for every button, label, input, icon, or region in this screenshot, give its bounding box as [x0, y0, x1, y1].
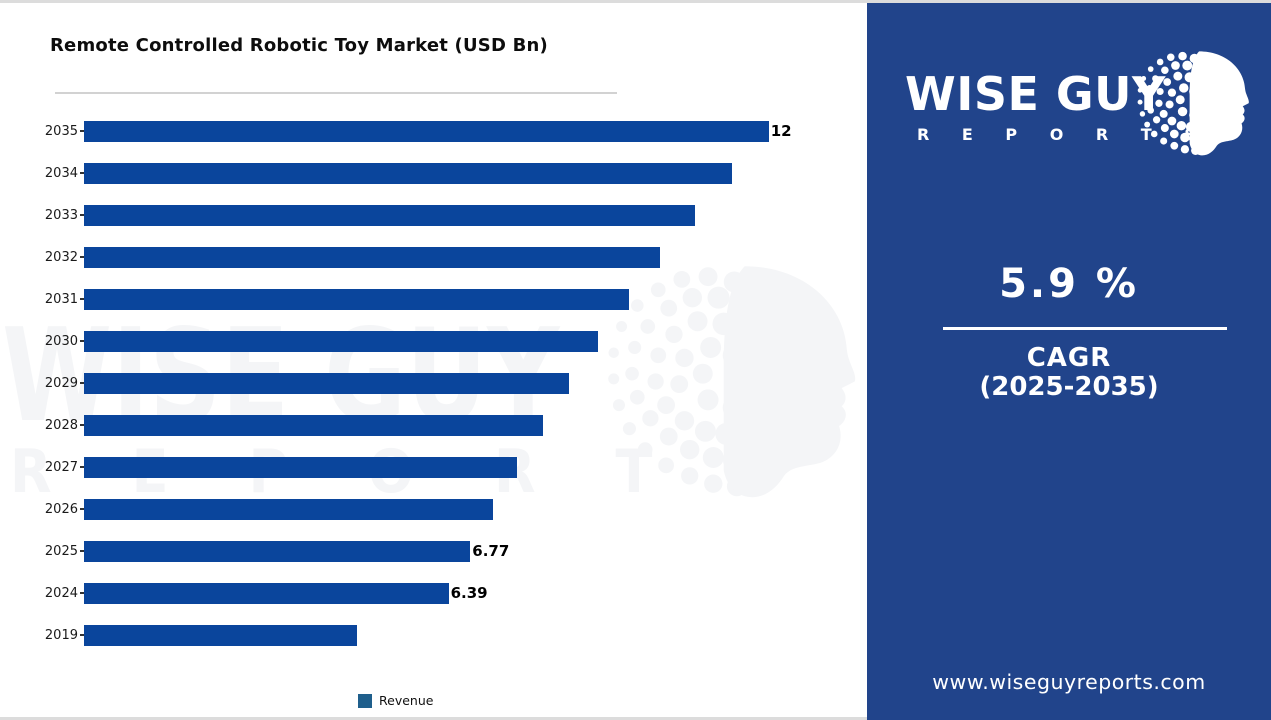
- bar-value-label: 12: [770, 121, 792, 140]
- bar-row: 2019: [0, 614, 860, 656]
- bar-row: 2032: [0, 236, 860, 278]
- revenue-bar: [84, 204, 695, 226]
- revenue-bar: [84, 498, 494, 520]
- y-tick: [80, 508, 84, 510]
- bar-row: 2026: [0, 488, 860, 530]
- bar-row: 2033: [0, 194, 860, 236]
- y-tick-label: 2034: [44, 165, 78, 181]
- bar-row: 2035 12: [0, 110, 860, 152]
- revenue-bar: [84, 162, 732, 184]
- legend-swatch-icon: [358, 693, 372, 708]
- logo-wise-guy-text: WISE GUY: [905, 67, 1166, 121]
- bar-row: 2027: [0, 446, 860, 488]
- revenue-bar: [84, 456, 518, 478]
- bar-row: 2029: [0, 362, 860, 404]
- revenue-bar: [84, 414, 543, 436]
- y-tick: [80, 466, 84, 468]
- title-underline: [55, 92, 617, 94]
- bar-track: 6.77: [84, 540, 860, 562]
- revenue-bar: [84, 372, 569, 394]
- y-tick: [80, 424, 84, 426]
- bar-row: 2025 6.77: [0, 530, 860, 572]
- y-tick: [80, 298, 84, 300]
- logo-text: WISE GUY R E P O R T S: [905, 67, 1209, 144]
- cagr-label: CAGR: [1026, 343, 1112, 373]
- y-tick-label: 2024: [44, 585, 78, 601]
- bar-track: [84, 204, 860, 226]
- y-tick: [80, 256, 84, 258]
- bar-value-label: 6.77: [472, 541, 510, 560]
- y-tick-label: 2029: [44, 375, 78, 391]
- revenue-bar: [84, 624, 358, 646]
- revenue-bar: [84, 330, 598, 352]
- bar-row: 2030: [0, 320, 860, 362]
- bar-track: [84, 162, 860, 184]
- bar-track: [84, 330, 860, 352]
- bar-track: [84, 456, 860, 478]
- wise-guy-logo: WISE GUY R E P O R T S: [905, 43, 1249, 173]
- y-tick-label: 2026: [44, 501, 78, 517]
- revenue-bar: [84, 582, 449, 604]
- y-tick-label: 2033: [44, 207, 78, 223]
- chart-title: Remote Controlled Robotic Toy Market (US…: [50, 35, 548, 56]
- y-tick-label: 2035: [44, 123, 78, 139]
- website-url[interactable]: www.wiseguyreports.com: [932, 670, 1206, 694]
- cagr-range: (2025-2035): [979, 372, 1159, 402]
- revenue-bar: [84, 246, 660, 268]
- bar-value-label: 6.39: [450, 583, 488, 602]
- top-divider: [0, 0, 1271, 3]
- bar-track: [84, 624, 860, 646]
- bar-row: 2034: [0, 152, 860, 194]
- bar-chart: 2035 12 2034 2033 2032 2031 2030 2029 2028 2027 20…: [0, 110, 860, 656]
- y-tick-label: 2027: [44, 459, 78, 475]
- cagr-value: 5.9 %: [999, 261, 1139, 307]
- bar-track: 12: [84, 120, 860, 142]
- revenue-bar: [84, 120, 769, 142]
- logo-head-icon: [1137, 51, 1249, 156]
- cagr-divider: [943, 327, 1227, 330]
- y-tick: [80, 382, 84, 384]
- sidebar: WISE GUY R E P O R T S 5.9 % CAGR (2025-…: [867, 3, 1271, 720]
- y-tick: [80, 130, 84, 132]
- y-tick: [80, 550, 84, 552]
- legend: Revenue: [358, 693, 433, 708]
- y-tick-label: 2030: [44, 333, 78, 349]
- y-tick-label: 2031: [44, 291, 78, 307]
- legend-label: Revenue: [379, 693, 434, 708]
- bar-track: [84, 372, 860, 394]
- bar-track: [84, 246, 860, 268]
- revenue-bar: [84, 540, 471, 562]
- y-tick: [80, 214, 84, 216]
- bar-row: 2028: [0, 404, 860, 446]
- chart-panel: WISE GUY R E P O R T S Remote Controlled…: [0, 35, 867, 720]
- bar-row: 2031: [0, 278, 860, 320]
- y-tick: [80, 340, 84, 342]
- y-tick: [80, 634, 84, 636]
- watermark-head-icon: [608, 266, 856, 498]
- bar-row: 2024 6.39: [0, 572, 860, 614]
- bar-track: [84, 498, 860, 520]
- bar-track: [84, 414, 860, 436]
- y-tick: [80, 592, 84, 594]
- logo-reports-text: R E P O R T S: [917, 125, 1210, 144]
- y-tick-label: 2032: [44, 249, 78, 265]
- bar-track: [84, 288, 860, 310]
- revenue-bar: [84, 288, 629, 310]
- y-tick-label: 2028: [44, 417, 78, 433]
- y-tick: [80, 172, 84, 174]
- y-tick-label: 2019: [44, 627, 78, 643]
- bar-track: 6.39: [84, 582, 860, 604]
- y-tick-label: 2025: [44, 543, 78, 559]
